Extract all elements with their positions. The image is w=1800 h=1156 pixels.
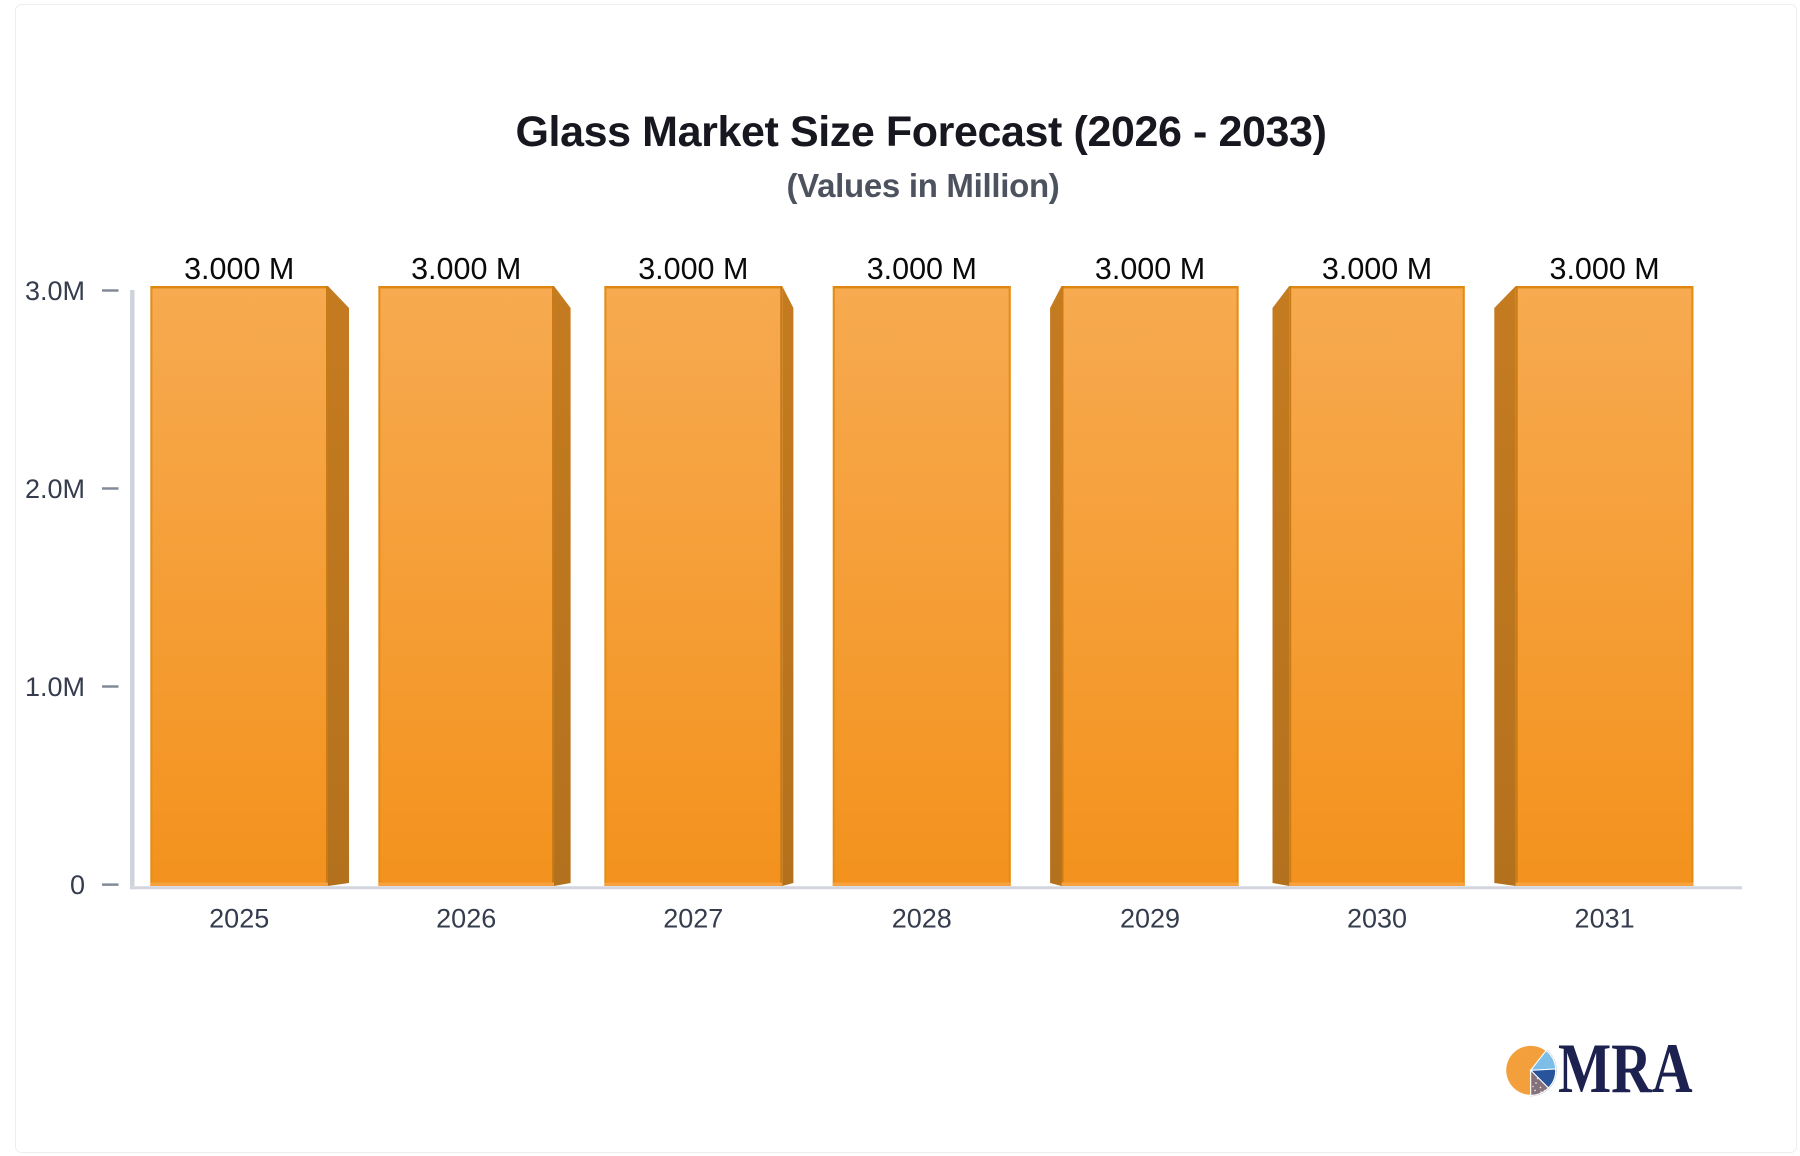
svg-text:2025: 2025 [209,904,269,934]
svg-text:3.000 M: 3.000 M [1549,252,1659,286]
svg-text:2029: 2029 [1120,904,1180,934]
svg-text:3.000 M: 3.000 M [411,252,521,286]
svg-text:2028: 2028 [892,904,952,934]
svg-text:2030: 2030 [1347,904,1407,934]
svg-text:2.0M: 2.0M [25,474,85,504]
svg-text:3.000 M: 3.000 M [1095,252,1205,286]
svg-text:3.000 M: 3.000 M [867,252,977,286]
svg-text:3.000 M: 3.000 M [638,252,748,286]
svg-text:1.0M: 1.0M [25,672,85,702]
svg-text:0: 0 [70,870,85,900]
svg-text:(Values in Million): (Values in Million) [787,167,1060,204]
svg-text:3.0M: 3.0M [25,276,85,306]
svg-text:Glass Market Size Forecast (20: Glass Market Size Forecast (2026 - 2033) [516,108,1327,156]
svg-text:3.000 M: 3.000 M [184,252,294,286]
svg-text:2027: 2027 [663,904,723,934]
svg-text:3.000 M: 3.000 M [1322,252,1432,286]
svg-text:2026: 2026 [436,904,496,934]
svg-text:2031: 2031 [1575,904,1635,934]
svg-text:MRA: MRA [1558,1030,1693,1108]
